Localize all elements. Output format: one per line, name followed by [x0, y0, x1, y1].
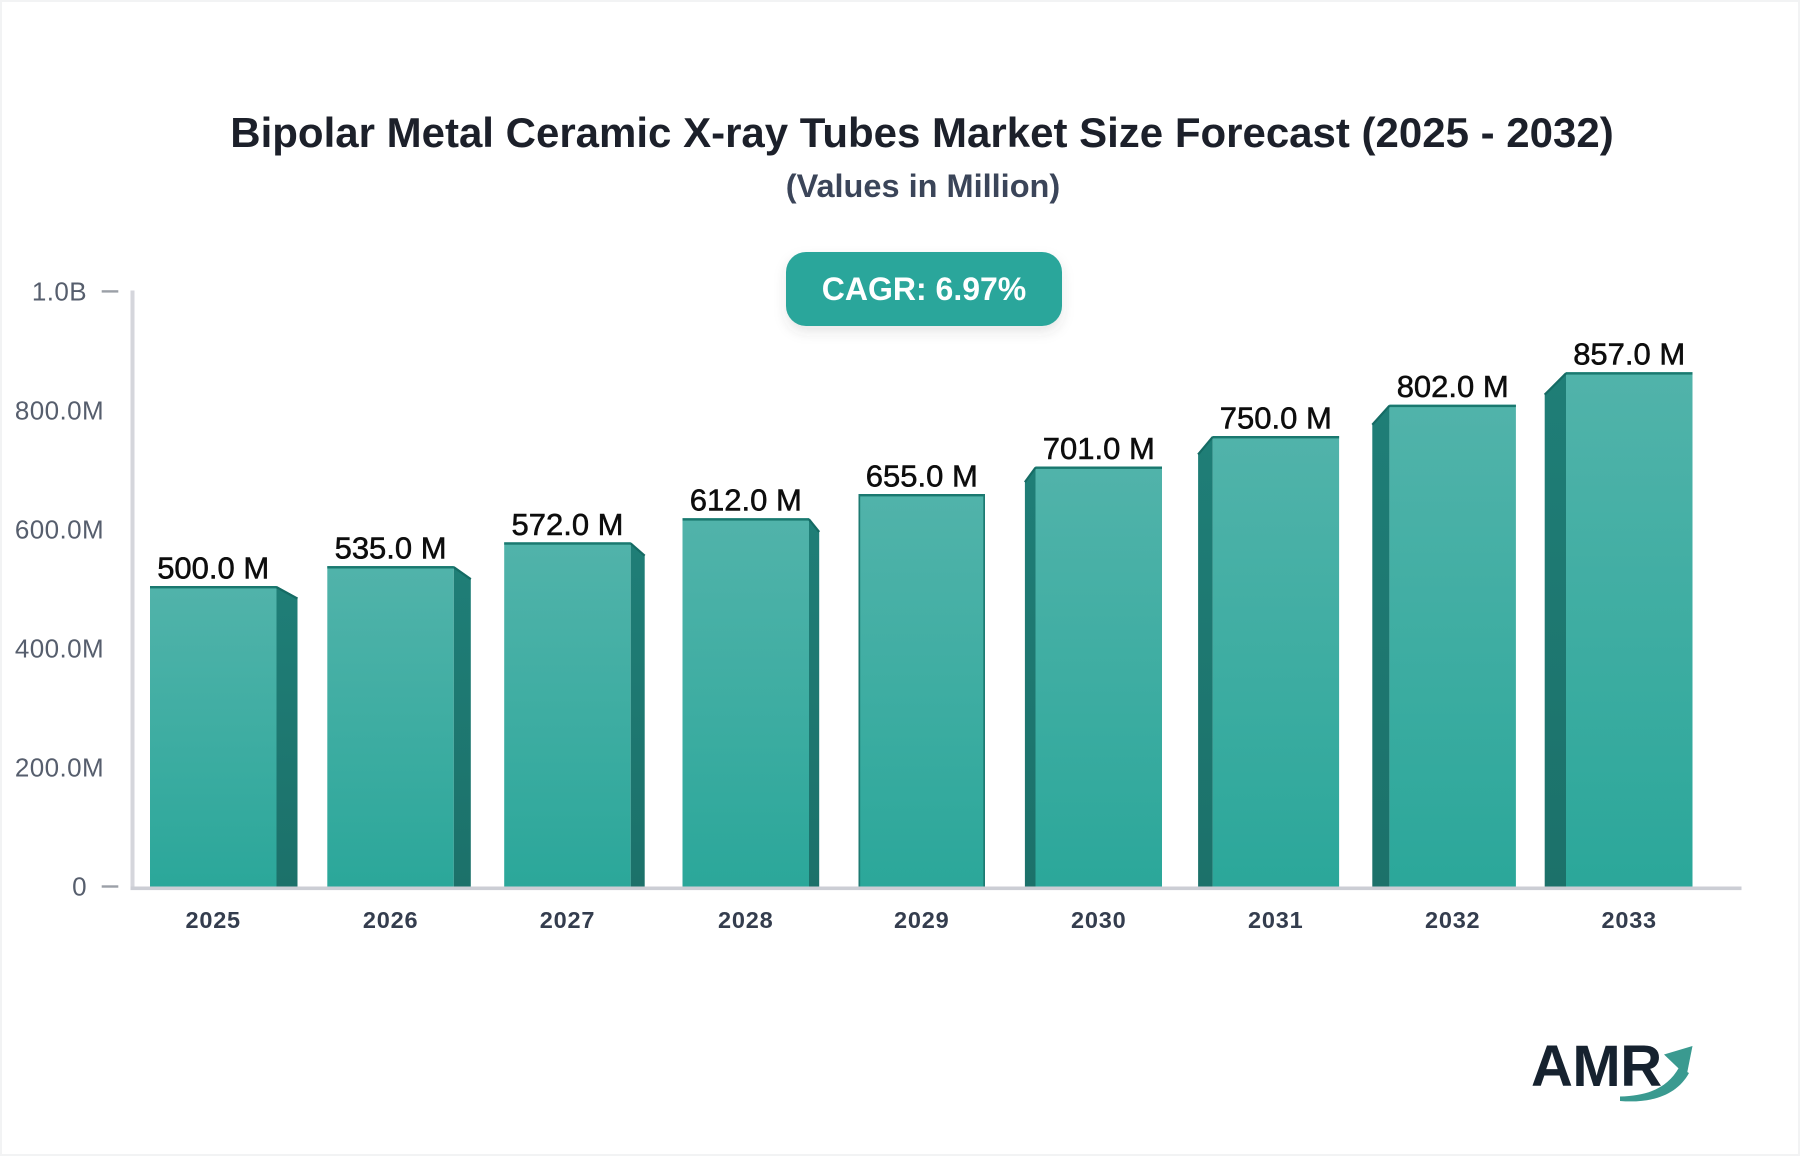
svg-text:600.0M: 600.0M: [15, 515, 104, 545]
svg-text:2027: 2027: [540, 907, 595, 933]
svg-text:655.0 M: 655.0 M: [866, 459, 978, 494]
svg-text:857.0 M: 857.0 M: [1573, 337, 1685, 372]
svg-text:500.0 M: 500.0 M: [157, 551, 269, 586]
svg-text:612.0 M: 612.0 M: [690, 483, 802, 518]
svg-text:Bipolar Metal Ceramic X-ray Tu: Bipolar Metal Ceramic X-ray Tubes Market…: [230, 109, 1613, 156]
svg-text:2033: 2033: [1601, 907, 1656, 933]
svg-text:2031: 2031: [1248, 907, 1303, 933]
svg-text:AMR: AMR: [1531, 1034, 1662, 1099]
svg-text:400.0M: 400.0M: [15, 634, 104, 664]
svg-text:2029: 2029: [894, 907, 949, 933]
svg-text:750.0 M: 750.0 M: [1220, 401, 1332, 436]
svg-text:CAGR: 6.97%: CAGR: 6.97%: [822, 271, 1027, 307]
svg-text:1.0B: 1.0B: [32, 276, 87, 306]
svg-text:802.0 M: 802.0 M: [1397, 369, 1509, 404]
svg-text:701.0 M: 701.0 M: [1043, 431, 1155, 466]
svg-text:0: 0: [72, 871, 87, 901]
svg-text:2026: 2026: [363, 907, 418, 933]
svg-text:535.0 M: 535.0 M: [335, 531, 447, 566]
svg-text:2028: 2028: [718, 907, 773, 933]
svg-text:800.0M: 800.0M: [15, 395, 104, 425]
svg-text:(Values in Million): (Values in Million): [786, 168, 1060, 204]
svg-text:2032: 2032: [1425, 907, 1480, 933]
svg-text:200.0M: 200.0M: [15, 753, 104, 783]
svg-text:2025: 2025: [185, 907, 240, 933]
svg-text:2030: 2030: [1071, 907, 1126, 933]
svg-text:572.0 M: 572.0 M: [511, 507, 623, 542]
